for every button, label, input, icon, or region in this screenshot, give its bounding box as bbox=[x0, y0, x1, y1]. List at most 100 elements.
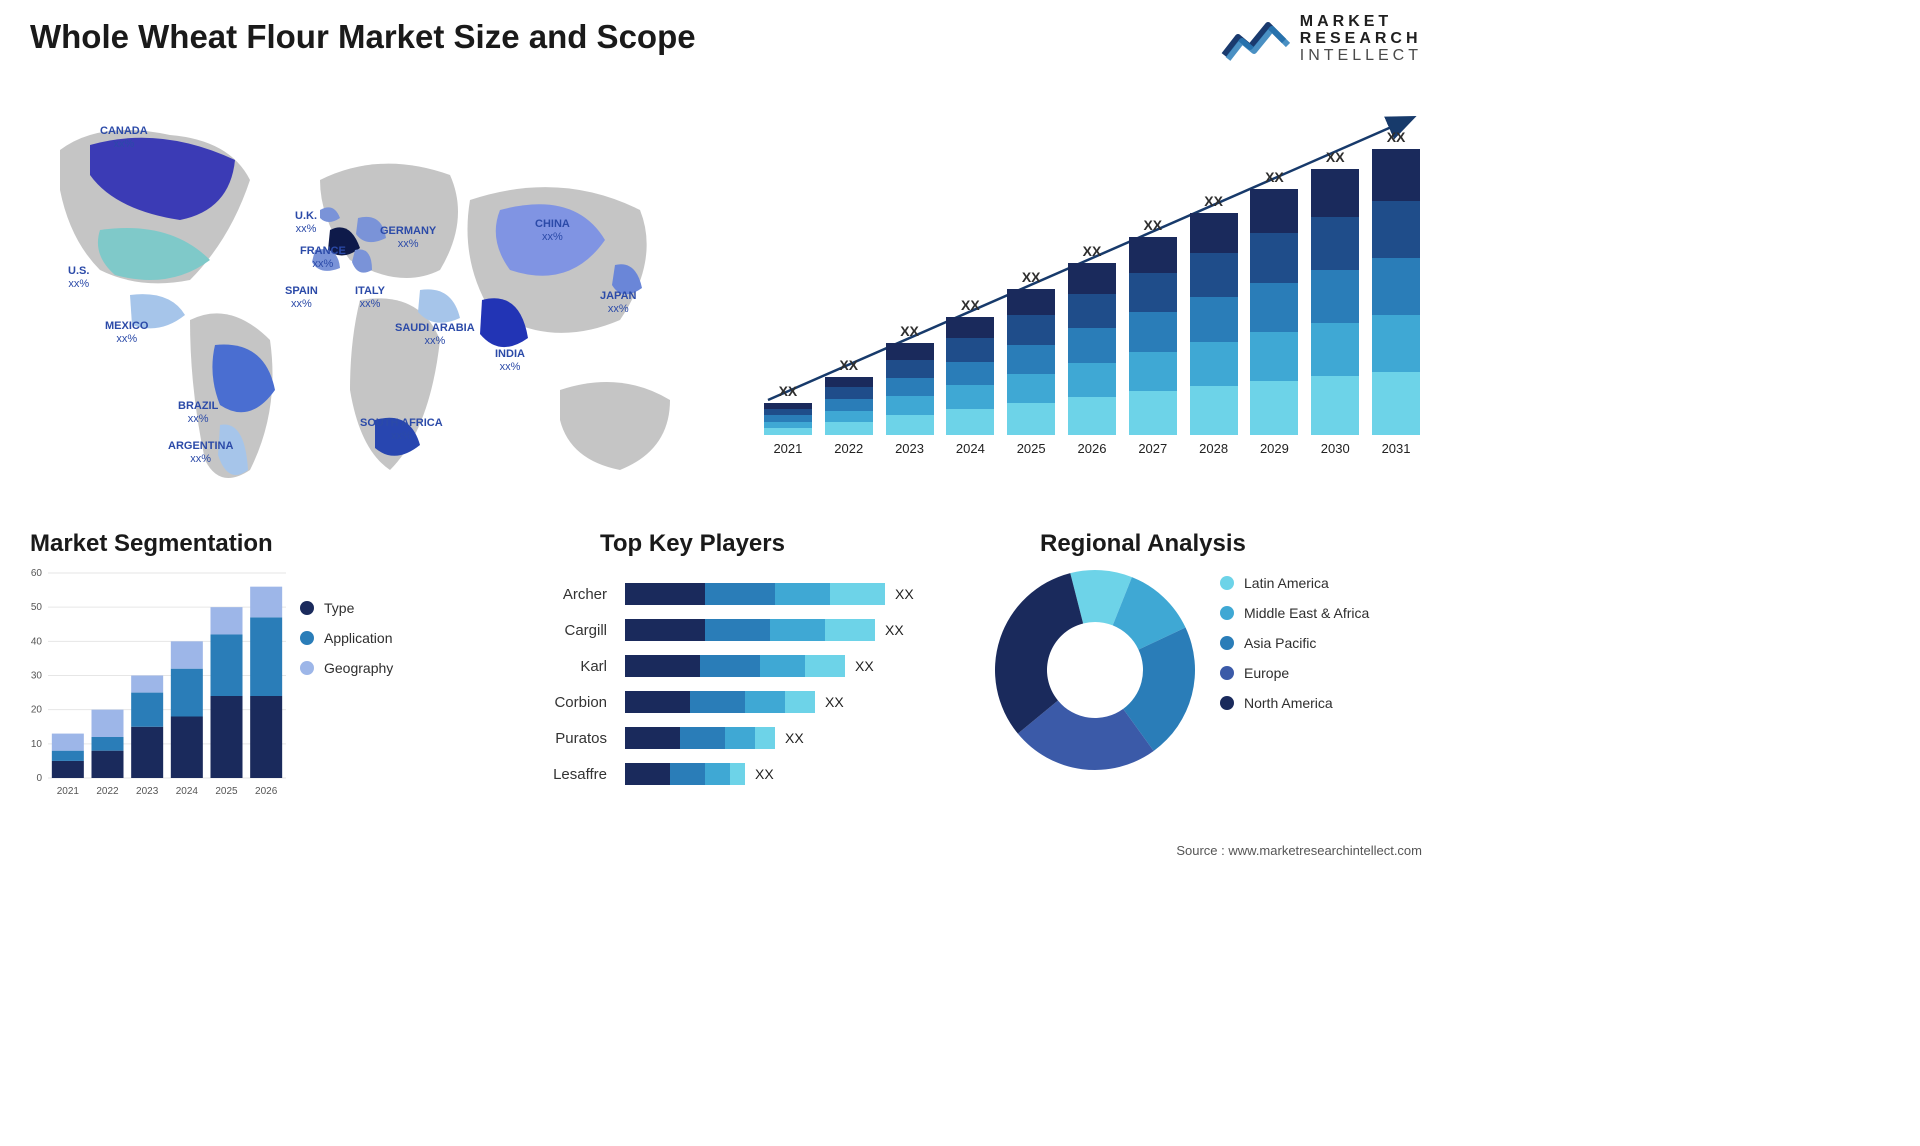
legend-swatch-icon bbox=[1220, 696, 1234, 710]
map-label-saudi-arabia: SAUDI ARABIAxx% bbox=[395, 322, 475, 347]
key-players-chart: ArcherXX Cargill XX Karl XX Corbion XX Puratos X… bbox=[475, 580, 955, 805]
growth-bar-year: 2031 bbox=[1382, 441, 1411, 456]
growth-bar-value: XX bbox=[961, 297, 980, 313]
map-label-u-k-: U.K.xx% bbox=[295, 210, 317, 235]
growth-bar-2023: XX 2023 bbox=[884, 323, 936, 456]
growth-bar-value: XX bbox=[1387, 129, 1406, 145]
player-row: ArcherXX bbox=[475, 580, 955, 608]
player-bar bbox=[625, 727, 775, 749]
legend-swatch-icon bbox=[1220, 606, 1234, 620]
map-label-italy: ITALYxx% bbox=[355, 285, 385, 310]
svg-text:20: 20 bbox=[31, 705, 43, 716]
growth-bar-2031: XX 2031 bbox=[1370, 129, 1422, 456]
legend-swatch-icon bbox=[1220, 576, 1234, 590]
svg-text:30: 30 bbox=[31, 671, 43, 682]
legend-swatch-icon bbox=[1220, 666, 1234, 680]
growth-bar-2028: XX2028 bbox=[1188, 193, 1240, 456]
map-label-japan: JAPANxx% bbox=[600, 290, 636, 315]
growth-bar-2026: XX 2026 bbox=[1066, 243, 1118, 456]
growth-bar-2021: XX2021 bbox=[762, 383, 814, 456]
player-bar bbox=[625, 583, 885, 605]
growth-bar-value: XX bbox=[839, 357, 858, 373]
growth-bar-2024: XX 2024 bbox=[944, 297, 996, 456]
growth-bar-2022: XX 2022 bbox=[823, 357, 875, 456]
map-label-mexico: MEXICOxx% bbox=[105, 320, 148, 345]
svg-text:2022: 2022 bbox=[96, 786, 119, 797]
growth-bar-value: XX bbox=[1083, 243, 1102, 259]
growth-bar-2029: XX2029 bbox=[1249, 169, 1301, 456]
svg-text:2026: 2026 bbox=[255, 786, 278, 797]
svg-text:10: 10 bbox=[31, 739, 43, 750]
growth-bar-year: 2024 bbox=[956, 441, 985, 456]
player-name: Corbion bbox=[475, 694, 625, 711]
player-name: Karl bbox=[475, 658, 625, 675]
player-value: XX bbox=[895, 586, 914, 602]
region-legend-item: Middle East & Africa bbox=[1220, 605, 1369, 621]
regional-donut bbox=[990, 565, 1200, 775]
map-label-germany: GERMANYxx% bbox=[380, 225, 436, 250]
growth-bar-value: XX bbox=[900, 323, 919, 339]
world-map: CANADAxx%U.S.xx%MEXICOxx%BRAZILxx%ARGENT… bbox=[20, 90, 720, 500]
seg-legend-item: Geography bbox=[300, 660, 450, 676]
page-title: Whole Wheat Flour Market Size and Scope bbox=[30, 18, 696, 56]
player-row: LesaffreXX bbox=[475, 760, 955, 788]
seg-legend-label: Application bbox=[324, 630, 393, 646]
player-bar bbox=[625, 763, 745, 785]
player-row: Cargill XX bbox=[475, 616, 955, 644]
region-legend-label: Europe bbox=[1244, 665, 1289, 681]
region-legend-item: Asia Pacific bbox=[1220, 635, 1369, 651]
growth-bar-2030: XX 2030 bbox=[1309, 149, 1361, 456]
player-value: XX bbox=[885, 622, 904, 638]
player-value: XX bbox=[855, 658, 874, 674]
svg-text:2023: 2023 bbox=[136, 786, 159, 797]
growth-bar-year: 2022 bbox=[834, 441, 863, 456]
region-legend-item: Latin America bbox=[1220, 575, 1369, 591]
seg-legend-item: Type bbox=[300, 600, 450, 616]
growth-bar-year: 2023 bbox=[895, 441, 924, 456]
player-bar bbox=[625, 619, 875, 641]
growth-bar-year: 2030 bbox=[1321, 441, 1350, 456]
svg-text:50: 50 bbox=[31, 602, 43, 613]
segmentation-chart: 0102030405060202120222023202420252026 bbox=[20, 565, 290, 800]
map-label-u-s-: U.S.xx% bbox=[68, 265, 89, 290]
seg-legend-label: Geography bbox=[324, 660, 393, 676]
map-label-india: INDIAxx% bbox=[495, 348, 525, 373]
player-value: XX bbox=[825, 694, 844, 710]
region-legend-label: Latin America bbox=[1244, 575, 1329, 591]
map-label-spain: SPAINxx% bbox=[285, 285, 318, 310]
brand-mark-icon bbox=[1220, 15, 1290, 63]
growth-bar-value: XX bbox=[1265, 169, 1284, 185]
growth-bar-year: 2028 bbox=[1199, 441, 1228, 456]
svg-text:2024: 2024 bbox=[176, 786, 199, 797]
growth-bar-2025: XX2025 bbox=[1005, 269, 1057, 456]
player-row: Puratos XX bbox=[475, 724, 955, 752]
segmentation-svg: 0102030405060202120222023202420252026 bbox=[20, 565, 290, 800]
growth-bar-value: XX bbox=[1022, 269, 1041, 285]
region-legend-item: North America bbox=[1220, 695, 1369, 711]
growth-bar-year: 2021 bbox=[773, 441, 802, 456]
map-label-brazil: BRAZILxx% bbox=[178, 400, 218, 425]
brand-logo: MARKET RESEARCH INTELLECT bbox=[1220, 14, 1422, 64]
player-name: Puratos bbox=[475, 730, 625, 747]
growth-bar-year: 2026 bbox=[1078, 441, 1107, 456]
player-value: XX bbox=[785, 730, 804, 746]
regional-heading: Regional Analysis bbox=[1040, 530, 1246, 558]
svg-text:40: 40 bbox=[31, 636, 43, 647]
region-legend-label: Middle East & Africa bbox=[1244, 605, 1369, 621]
seg-legend-label: Type bbox=[324, 600, 354, 616]
growth-chart: XX2021XX2022XX2023XX2024XX2025XX2026XX20… bbox=[762, 100, 1422, 480]
player-row: Corbion XX bbox=[475, 688, 955, 716]
map-label-canada: CANADAxx% bbox=[100, 125, 148, 150]
growth-bar-value: XX bbox=[1143, 217, 1162, 233]
player-name: Cargill bbox=[475, 622, 625, 639]
region-legend-label: North America bbox=[1244, 695, 1333, 711]
segmentation-legend: Type Application Geography bbox=[300, 600, 450, 690]
svg-text:2025: 2025 bbox=[215, 786, 238, 797]
svg-text:2021: 2021 bbox=[57, 786, 80, 797]
segmentation-heading: Market Segmentation bbox=[30, 530, 273, 558]
player-bar bbox=[625, 691, 815, 713]
player-name: Lesaffre bbox=[475, 766, 625, 783]
growth-bar-value: XX bbox=[1326, 149, 1345, 165]
legend-swatch-icon bbox=[300, 631, 314, 645]
regional-legend: Latin America Middle East & Africa Asia Pa… bbox=[1220, 575, 1369, 725]
